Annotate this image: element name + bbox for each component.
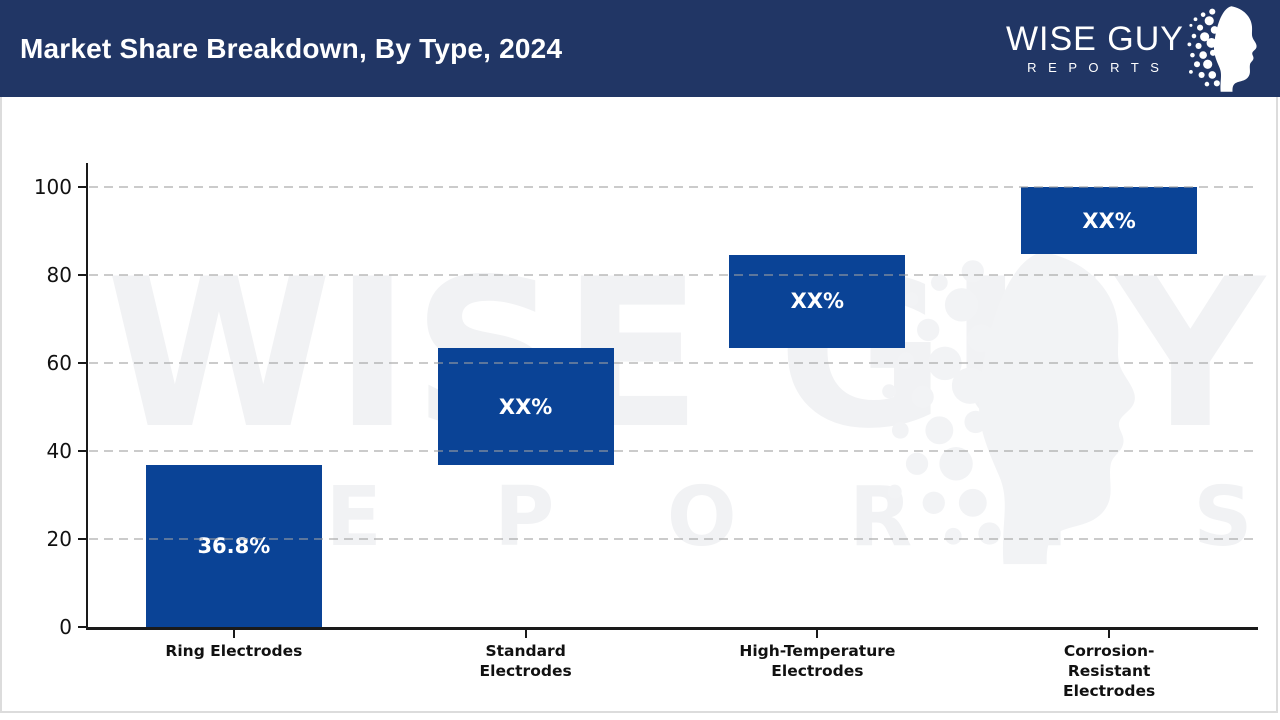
x-category-label-0: Ring Electrodes (165, 642, 303, 660)
y-tick-label-60: 60 (46, 351, 72, 375)
y-tick-label-20: 20 (46, 527, 72, 551)
x-category-label-2: High-Temperature Electrodes (739, 642, 896, 680)
y-tick-label-0: 0 (59, 615, 72, 639)
gridline-80 (89, 274, 1253, 276)
y-tick-mark-40 (78, 450, 86, 452)
logo-text-block: WISE GUY R E P O R T S (1006, 22, 1184, 75)
waterfall-bar-2: XX% (729, 255, 906, 348)
gridline-20 (89, 538, 1253, 540)
logo-wordmark: WISE GUY (1005, 20, 1184, 58)
y-tick-label-40: 40 (46, 439, 72, 463)
logo-tagline: R E P O R T S (1027, 60, 1163, 75)
wiseguy-face-icon (1187, 5, 1257, 92)
watermark-face-icon (882, 251, 1135, 565)
waterfall-bar-0: 36.8% (145, 465, 322, 627)
y-tick-mark-80 (78, 274, 86, 276)
y-tick-label-100: 100 (33, 175, 72, 199)
y-tick-mark-60 (78, 362, 86, 364)
bar-value-label-2: XX% (790, 289, 845, 314)
x-tick-mark-0 (232, 630, 235, 638)
x-category-label-1: Standard Electrodes (479, 642, 572, 680)
gridline-100 (89, 186, 1253, 188)
bar-value-label-3: XX% (1082, 208, 1136, 233)
y-axis-line (86, 163, 88, 629)
gridline-40 (89, 450, 1253, 452)
gridline-60 (89, 362, 1253, 364)
x-axis-line (86, 627, 1258, 630)
bar-value-label-1: XX% (498, 394, 553, 419)
waterfall-bar-3: XX% (1021, 187, 1198, 255)
y-tick-mark-100 (78, 186, 86, 188)
x-category-label-3: Corrosion- Resistant Electrodes (1063, 642, 1156, 700)
y-tick-mark-20 (78, 538, 86, 540)
page-title: Market Share Breakdown, By Type, 2024 (20, 32, 563, 64)
x-tick-mark-3 (1108, 630, 1111, 638)
x-tick-mark-2 (816, 630, 819, 638)
y-tick-mark-0 (78, 626, 86, 628)
x-tick-mark-1 (524, 630, 527, 638)
wiseguy-logo: WISE GUY R E P O R T S (1006, 4, 1266, 94)
y-tick-label-80: 80 (46, 263, 72, 287)
header-banner: Market Share Breakdown, By Type, 2024 WI… (0, 0, 1280, 97)
waterfall-bar-1: XX% (437, 348, 614, 466)
